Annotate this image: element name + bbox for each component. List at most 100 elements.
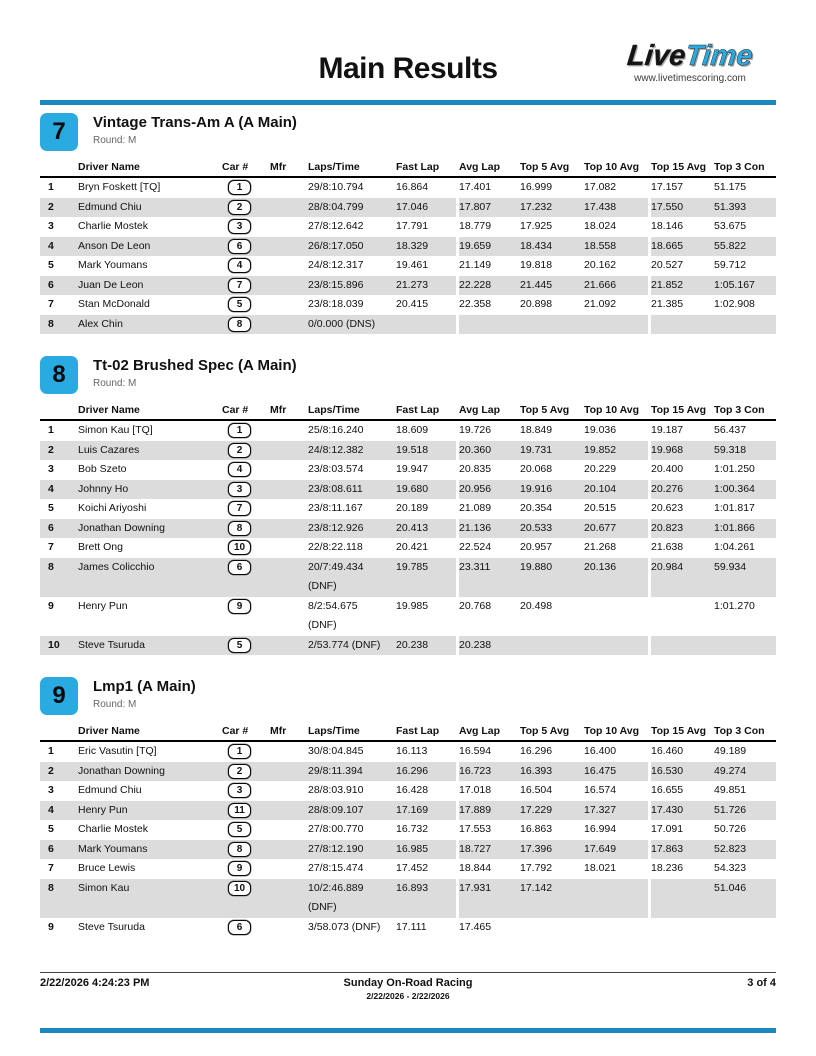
column-header: Top 10 Avg	[584, 404, 640, 416]
cell-driver: Steve Tsuruda	[78, 920, 145, 933]
cell-car: 5	[222, 295, 270, 315]
cell-fast: 16.893	[396, 881, 429, 894]
cell-mfr	[270, 859, 308, 879]
cell-t5: 19.880	[520, 560, 553, 573]
cell-t3: 51.175	[714, 181, 747, 193]
race-section: 7 Vintage Trans-Am A (A Main) Round: M D…	[40, 113, 776, 334]
cell-driver: Edmund Chiu	[78, 200, 142, 213]
cell-driver: Simon Kau	[78, 881, 130, 894]
cell-driver: Juan De Leon	[78, 278, 144, 291]
car-number-chip: 7	[228, 277, 251, 293]
footer-page-number: 3 of 4	[747, 977, 776, 989]
cell-t5: 18.849	[520, 424, 553, 436]
section-header: 9 Lmp1 (A Main) Round: M	[40, 677, 776, 715]
column-header: Top 5 Avg	[520, 725, 570, 737]
cell-driver: Luis Cazares	[78, 443, 140, 456]
cell-car: 10	[222, 879, 270, 918]
cell-car: 1	[222, 742, 270, 762]
cell-mfr	[270, 820, 308, 840]
cell-t15: 20.276	[648, 479, 714, 499]
cell-avg: 19.659	[456, 236, 520, 256]
cell-t10: 18.021	[584, 862, 617, 874]
cell-fast: 20.413	[396, 521, 429, 534]
cell-t5: 19.916	[520, 482, 553, 495]
cell-t15	[648, 635, 714, 655]
table-row: 2 Edmund Chiu 2 28/8:04.799 17.046 17.807 17.2…	[40, 197, 776, 217]
cell-pos: 6	[48, 842, 54, 855]
column-header: Top 5 Avg	[520, 404, 570, 416]
cell-t15: 17.430	[648, 800, 714, 820]
cell-pos: 5	[48, 823, 54, 835]
cell-t5: 16.393	[520, 764, 553, 777]
cell-t15: 21.852	[648, 275, 714, 295]
cell-mfr	[270, 597, 308, 636]
cell-laps: 22/8:22.118	[308, 541, 363, 553]
cell-car: 3	[222, 217, 270, 237]
cell-avg: 21.149	[456, 256, 520, 276]
cell-mfr	[270, 840, 308, 860]
cell-t10: 20.677	[584, 521, 617, 534]
cell-t5: 17.232	[520, 200, 553, 213]
cell-t5: 17.925	[520, 220, 553, 232]
cell-fast: 19.985	[396, 599, 429, 612]
cell-car: 6	[222, 918, 270, 938]
table-header: Driver Name Car # Mfr Laps/Time Fast Lap Avg …	[40, 160, 776, 178]
livetime-logo: LiveTime www.livetimescoring.com	[600, 40, 780, 84]
column-header	[40, 403, 68, 417]
table-row: 8 Simon Kau 10 10/2:46.889 (DNF) 16.893 17.931…	[40, 878, 776, 918]
cell-t15: 20.527	[648, 256, 714, 276]
cell-driver: Simon Kau [TQ]	[78, 424, 153, 436]
cell-t5: 16.504	[520, 784, 553, 796]
column-header: Driver Name	[78, 404, 140, 416]
car-number-chip: 9	[228, 598, 251, 614]
cell-pos: 8	[48, 560, 54, 573]
cell-fast: 20.421	[396, 541, 429, 553]
cell-fast: 20.238	[396, 638, 429, 651]
cell-t3: 1:01.270	[714, 599, 755, 612]
table-row: 8 Alex Chin 8 0/0.000 (DNS)	[40, 314, 776, 335]
cell-laps: 2/53.774 (DNF)	[308, 638, 381, 651]
cell-driver: Edmund Chiu	[78, 784, 142, 796]
cell-driver: Charlie Mostek	[78, 220, 149, 232]
cell-t10: 20.162	[584, 259, 617, 271]
cell-fast: 16.864	[396, 181, 429, 193]
car-number-chip: 3	[228, 481, 251, 497]
car-number-chip: 4	[228, 462, 251, 477]
cell-car: 6	[222, 237, 270, 257]
cell-car: 5	[222, 636, 270, 656]
table-row: 5 Mark Youmans 4 24/8:12.317 19.461 21.149 19.…	[40, 256, 776, 276]
cell-t15: 17.550	[648, 197, 714, 217]
cell-avg: 20.835	[456, 460, 520, 480]
car-number-chip: 11	[228, 802, 251, 818]
cell-car: 4	[222, 256, 270, 276]
cell-mfr	[270, 538, 308, 558]
round-number-badge: 9	[40, 677, 78, 715]
cell-t10: 16.574	[584, 784, 617, 796]
car-number-chip: 5	[228, 822, 251, 837]
cell-avg: 19.726	[456, 421, 520, 441]
cell-avg: 16.594	[456, 742, 520, 762]
cell-fast: 18.609	[396, 424, 429, 436]
cell-t5: 19.731	[520, 443, 553, 456]
cell-t3: 1:01.250	[714, 463, 755, 475]
cell-t3: 59.712	[714, 259, 747, 271]
car-number-chip: 7	[228, 501, 251, 516]
cell-mfr	[270, 295, 308, 315]
cell-t10	[584, 315, 648, 335]
cell-driver: Koichi Ariyoshi	[78, 502, 147, 514]
footer-event-dates: 2/22/2026 - 2/22/2026	[366, 991, 450, 1001]
cell-t15: 16.530	[648, 761, 714, 781]
cell-mfr	[270, 237, 308, 257]
column-header: Fast Lap	[396, 725, 440, 737]
table-body: 1 Eric Vasutin [TQ] 1 30/8:04.845 16.113 16.5…	[40, 742, 776, 937]
cell-t5: 21.445	[520, 278, 553, 291]
column-header: Top 5 Avg	[520, 161, 570, 173]
column-header: Avg Lap	[459, 404, 501, 416]
cell-t10: 18.024	[584, 220, 617, 232]
cell-t15: 20.400	[648, 460, 714, 480]
cell-t15: 21.638	[648, 538, 714, 558]
car-number-chip: 8	[228, 520, 251, 536]
cell-t3: 49.274	[714, 764, 747, 777]
cell-mfr	[270, 519, 308, 539]
column-header: Top 10 Avg	[584, 725, 640, 737]
